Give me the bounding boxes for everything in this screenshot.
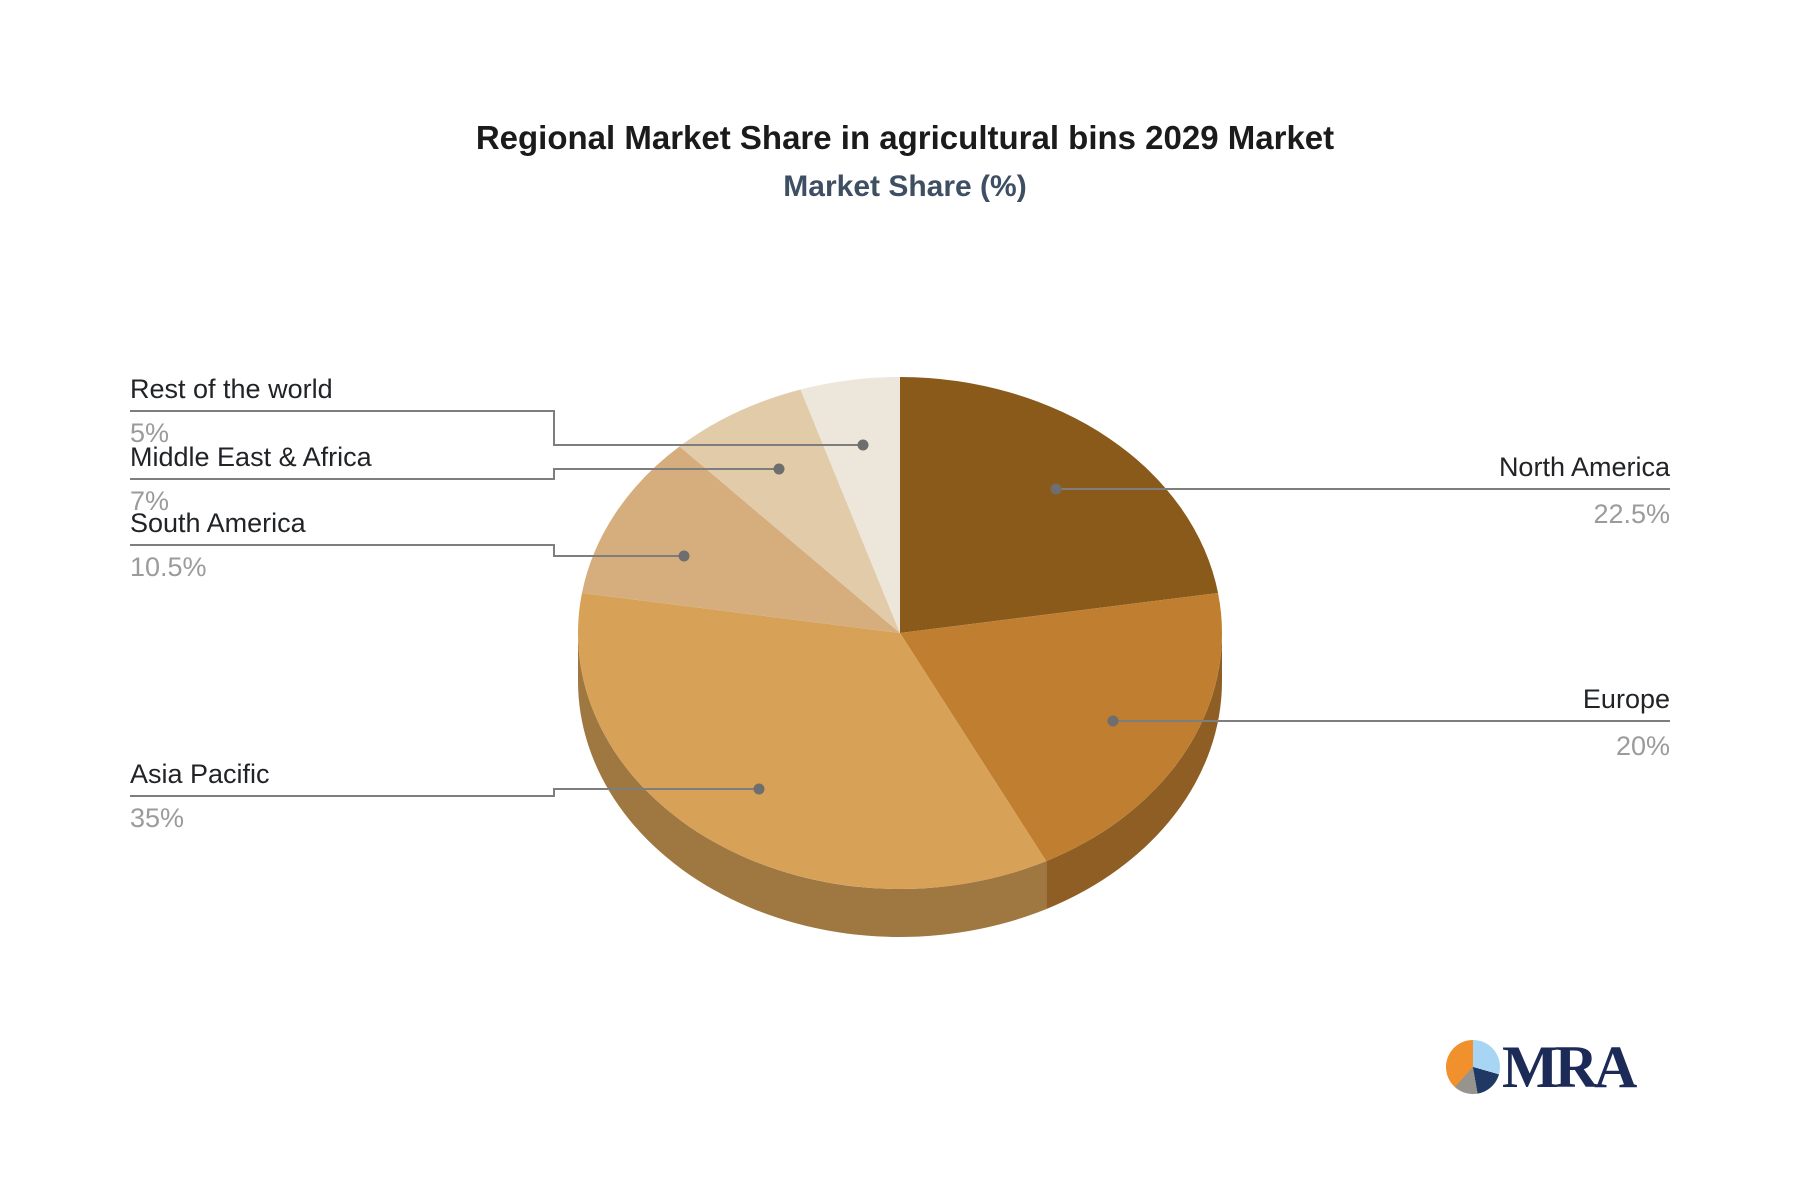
slice-label-middle-east-and-africa: Middle East & Africa <box>130 442 372 472</box>
pie-slice-asia-pacific[interactable] <box>578 592 1047 890</box>
slice-value-rest-of-the-world: 5% <box>130 418 170 448</box>
pie-slice-side-europe <box>1046 633 1222 910</box>
pie-slice-south-america[interactable] <box>581 446 900 633</box>
pie-slice-north-america[interactable] <box>900 377 1219 633</box>
slice-value-middle-east-and-africa: 7% <box>130 486 170 516</box>
leader-dot-middle-east-and-africa <box>773 463 785 475</box>
leader-line-south-america <box>130 544 684 557</box>
leader-dot-europe <box>1107 715 1119 727</box>
mra-logo-text: MRA <box>1502 1034 1637 1100</box>
leader-dot-rest-of-the-world <box>857 439 869 451</box>
slice-label-north-america: North America <box>1498 452 1670 482</box>
leader-dot-south-america <box>678 550 690 562</box>
pie-slice-middle-east-and-africa[interactable] <box>679 389 900 633</box>
slice-label-rest-of-the-world: Rest of the world <box>130 374 333 404</box>
chart-subtitle: Market Share (%) <box>783 170 1027 203</box>
chart-title: Regional Market Share in agricultural bi… <box>475 119 1335 156</box>
slice-value-south-america: 10.5% <box>130 552 207 582</box>
mra-logo[interactable]: MRA <box>1446 1034 1637 1100</box>
slice-label-europe: Europe <box>1582 684 1670 714</box>
slice-value-north-america: 22.5% <box>1593 499 1670 529</box>
pie-slice-rest-of-the-world[interactable] <box>800 377 900 633</box>
pie-slice-side-asia-pacific <box>578 633 1047 937</box>
leader-line-asia-pacific <box>130 788 759 797</box>
pie-slice-europe[interactable] <box>900 592 1222 862</box>
slice-value-europe: 20% <box>1615 731 1670 761</box>
slice-label-south-america: South America <box>130 508 306 538</box>
mra-pie-logo-icon <box>1446 1040 1500 1094</box>
leader-dot-north-america <box>1050 483 1062 495</box>
leader-dot-asia-pacific <box>753 783 765 795</box>
slice-value-asia-pacific: 35% <box>130 803 185 833</box>
leader-line-rest-of-the-world <box>130 410 863 446</box>
slice-label-asia-pacific: Asia Pacific <box>130 759 270 789</box>
leader-line-middle-east-and-africa <box>130 468 779 480</box>
